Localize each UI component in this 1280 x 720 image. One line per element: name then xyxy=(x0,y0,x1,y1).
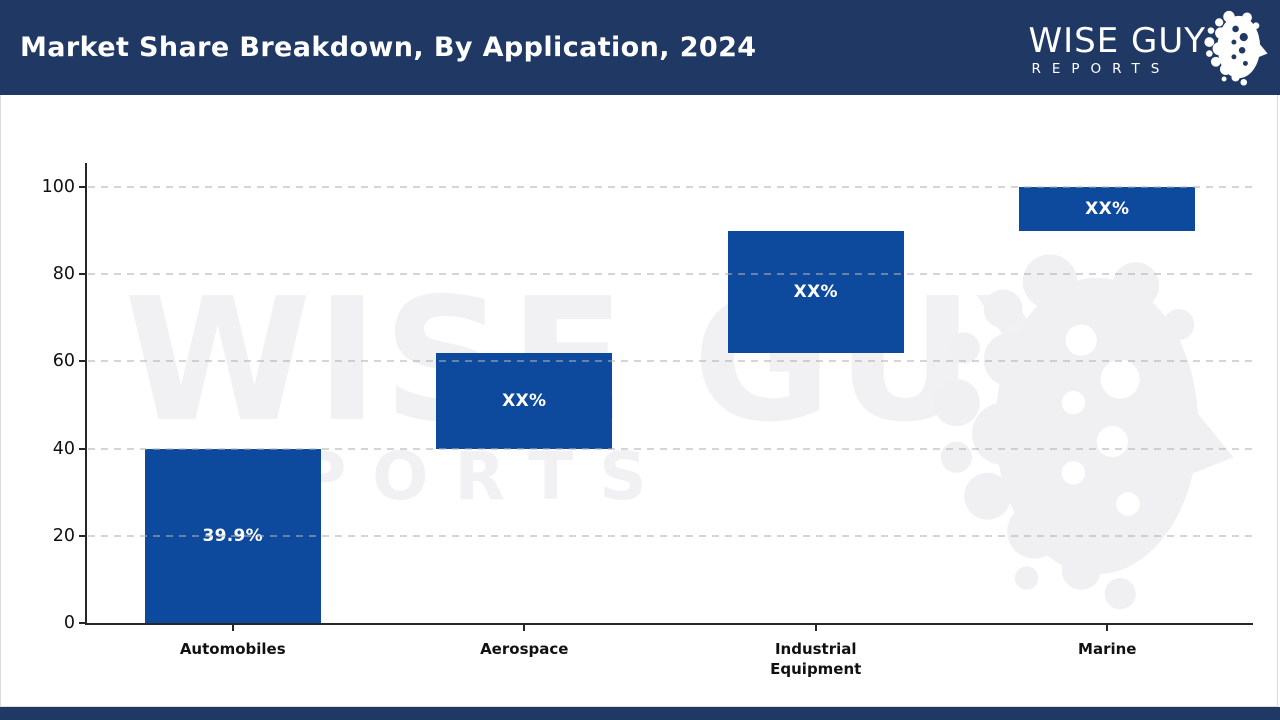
logo-subtext: REPORTS xyxy=(1031,61,1171,77)
page-title: Market Share Breakdown, By Application, … xyxy=(20,32,757,63)
brand-logo: WISE GUY REPORTS xyxy=(1028,6,1270,88)
gridline-40 xyxy=(88,447,1253,450)
y-tick-mark xyxy=(79,534,86,537)
x-tick-mark xyxy=(814,625,817,631)
bar-aerospace: XX% xyxy=(436,352,613,450)
y-tick-mark xyxy=(79,186,86,188)
bar-value-label-marine: XX% xyxy=(1085,198,1130,219)
header-bar: Market Share Breakdown, By Application, … xyxy=(0,0,1280,95)
bar-industrial-equipment: XX% xyxy=(727,230,904,353)
y-tick-label: 80 xyxy=(52,264,75,285)
footer-bar xyxy=(0,707,1280,720)
x-axis-line xyxy=(85,623,1253,625)
x-tick-label: Industrial Equipment xyxy=(770,640,862,678)
gridline-100 xyxy=(88,186,1253,188)
x-tick-mark xyxy=(523,625,526,631)
x-tick-mark xyxy=(231,625,234,631)
bar-value-label-aerospace: XX% xyxy=(502,390,547,411)
y-tick-label: 100 xyxy=(41,177,75,197)
y-tick-label: 20 xyxy=(52,525,75,546)
y-axis-line xyxy=(85,163,87,625)
y-tick-mark xyxy=(79,447,86,450)
gridline-80 xyxy=(88,273,1253,276)
y-tick-label: 0 xyxy=(63,613,75,633)
y-tick-label: 60 xyxy=(52,351,75,372)
y-tick-mark xyxy=(79,622,86,624)
x-tick-label: Marine xyxy=(1078,640,1137,658)
head-logo-icon xyxy=(1204,10,1268,86)
x-tick-label: Automobiles xyxy=(179,640,286,658)
y-tick-label: 40 xyxy=(52,438,75,459)
gridline-20 xyxy=(88,534,1253,537)
gridline-60 xyxy=(88,360,1253,363)
y-tick-mark xyxy=(79,273,86,276)
brand-text: WISE GUY REPORTS xyxy=(1028,23,1206,77)
bar-marine: XX% xyxy=(1019,187,1196,231)
x-tick-mark xyxy=(1106,625,1109,631)
bar-value-label-industrial-equipment: XX% xyxy=(793,281,838,302)
y-tick-mark xyxy=(79,360,86,363)
x-tick-label: Aerospace xyxy=(480,640,569,658)
logo-wordmark: WISE GUY xyxy=(1028,21,1206,61)
